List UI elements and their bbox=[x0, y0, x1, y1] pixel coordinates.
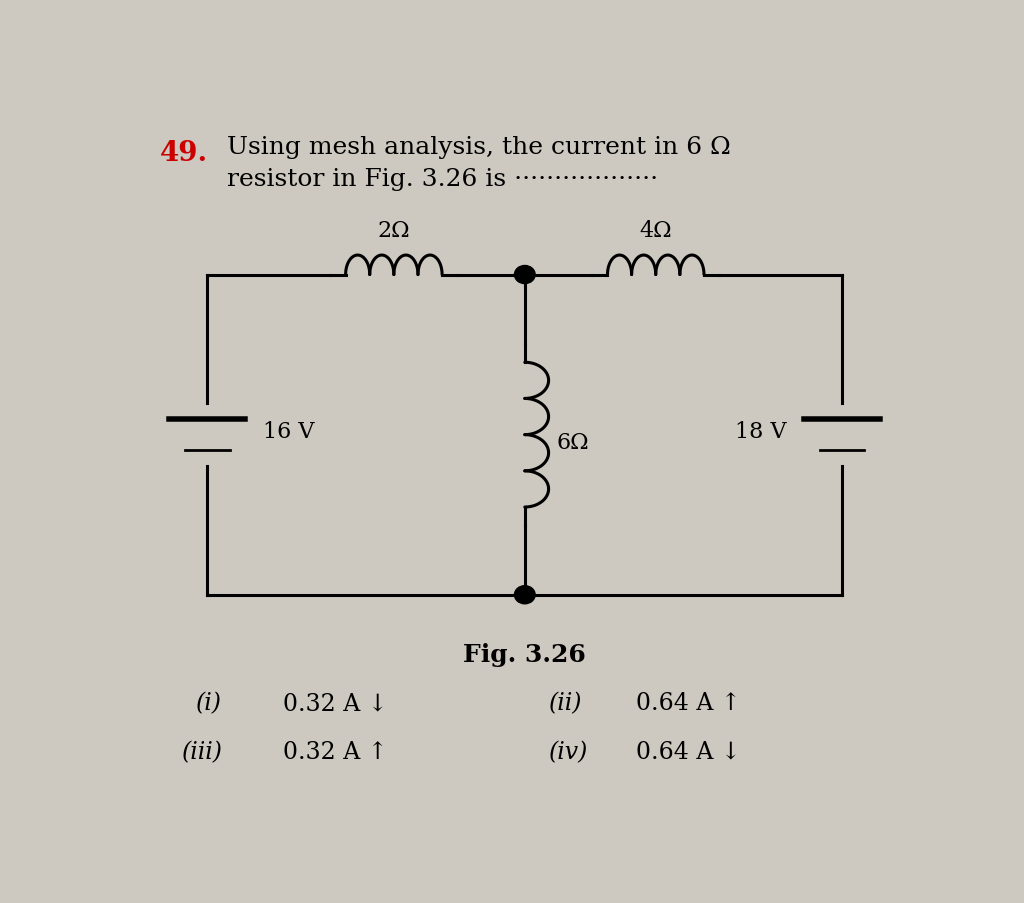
Text: (iii): (iii) bbox=[182, 740, 223, 763]
Text: 18 V: 18 V bbox=[735, 421, 786, 442]
Text: 0.32 A ↑: 0.32 A ↑ bbox=[283, 740, 387, 763]
Text: 2Ω: 2Ω bbox=[378, 220, 411, 242]
Text: (ii): (ii) bbox=[549, 692, 582, 714]
Text: 0.64 A ↓: 0.64 A ↓ bbox=[636, 740, 740, 763]
Text: (i): (i) bbox=[196, 692, 221, 714]
Text: Using mesh analysis, the current in 6 Ω: Using mesh analysis, the current in 6 Ω bbox=[227, 136, 731, 159]
Text: 6Ω: 6Ω bbox=[557, 431, 589, 453]
Text: Fig. 3.26: Fig. 3.26 bbox=[464, 642, 586, 666]
Text: 0.64 A ↑: 0.64 A ↑ bbox=[636, 692, 740, 714]
Text: (iv): (iv) bbox=[549, 740, 588, 763]
Text: resistor in Fig. 3.26 is ··················: resistor in Fig. 3.26 is ···············… bbox=[227, 167, 658, 191]
Circle shape bbox=[514, 266, 536, 284]
Text: 4Ω: 4Ω bbox=[639, 220, 672, 242]
Text: 16 V: 16 V bbox=[263, 421, 314, 442]
Text: 0.32 A ↓: 0.32 A ↓ bbox=[283, 692, 387, 714]
Circle shape bbox=[514, 586, 536, 604]
Text: 49.: 49. bbox=[160, 140, 208, 167]
